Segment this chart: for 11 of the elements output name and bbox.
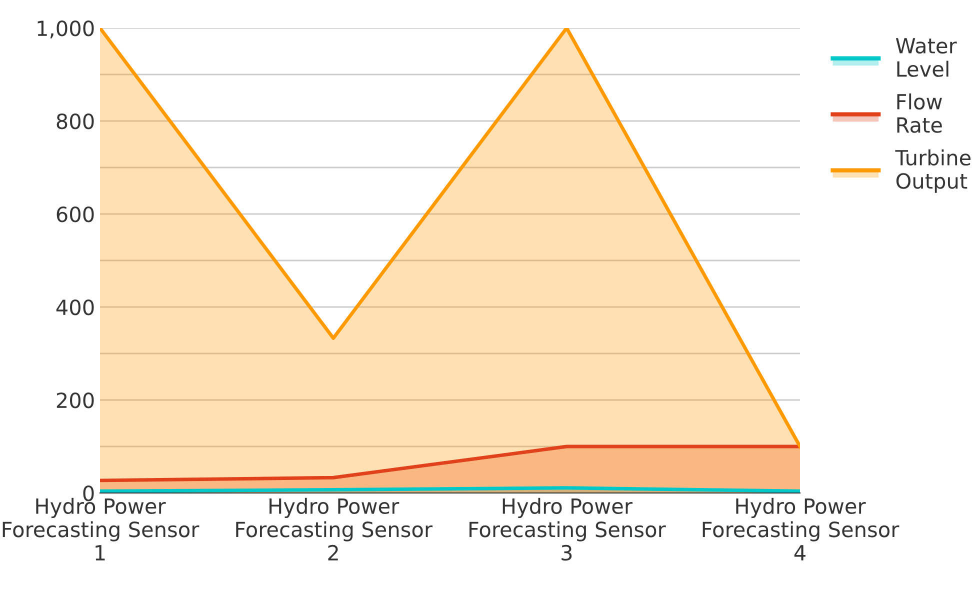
y-tick-label: 600 [56, 206, 94, 222]
y-tick-label: 400 [56, 299, 94, 316]
x-tick-label: Hydro Power Forecasting Sensor 3 [470, 498, 666, 561]
legend-label: Flow Rate [897, 93, 942, 133]
y-tick-label: 1,000 [38, 20, 94, 38]
y-tick-label: 200 [56, 392, 94, 408]
x-tick-label: Hydro Power Forecasting Sensor 4 [702, 498, 900, 560]
y-tick-label: 800 [56, 113, 94, 130]
x-tick-label: Hydro Power Forecasting Sensor 2 [236, 498, 433, 560]
legend-label: Water Level [896, 38, 957, 77]
legend-label: Turbine Output [895, 149, 971, 193]
